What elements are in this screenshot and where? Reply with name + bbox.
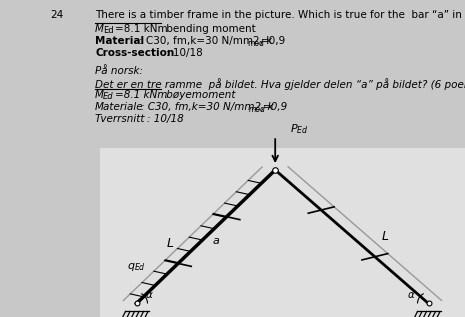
Text: $P_{Ed}$: $P_{Ed}$ (290, 122, 308, 136)
Text: L: L (166, 237, 173, 250)
Text: bending moment: bending moment (163, 24, 256, 34)
Text: : 10/18: : 10/18 (166, 48, 203, 58)
Text: =0,9: =0,9 (261, 36, 286, 46)
Text: $\alpha$: $\alpha$ (406, 290, 415, 301)
Text: 24: 24 (50, 10, 63, 20)
Text: : 10/18: : 10/18 (147, 114, 184, 124)
Text: : C30, fm,k=30 N/mm2, k: : C30, fm,k=30 N/mm2, k (141, 102, 273, 112)
Text: $q_{Ed}$: $q_{Ed}$ (126, 261, 146, 273)
Text: Ed: Ed (103, 26, 113, 35)
Text: a: a (213, 236, 219, 246)
Text: There is a timber frame in the picture. Which is true for the  bar “a” in the pi: There is a timber frame in the picture. … (95, 10, 465, 20)
Text: Ed: Ed (103, 92, 113, 101)
Text: $\alpha$: $\alpha$ (145, 290, 153, 301)
Text: L: L (381, 230, 388, 243)
Text: Det er en tre ramme  på bildet. Hva gjelder delen “a” på bildet? (6 poeng): Det er en tre ramme på bildet. Hva gjeld… (95, 78, 465, 90)
Text: =8.1 kNm: =8.1 kNm (115, 90, 167, 100)
Text: M: M (95, 24, 104, 34)
Text: mod: mod (249, 105, 266, 114)
Text: På norsk:: På norsk: (95, 66, 143, 76)
Text: Materiale: Materiale (95, 102, 144, 112)
Text: =0,9: =0,9 (263, 102, 288, 112)
Text: mod: mod (247, 39, 264, 48)
Text: M: M (95, 90, 104, 100)
Text: Cross-section: Cross-section (95, 48, 174, 58)
Text: Tverrsnitt: Tverrsnitt (95, 114, 146, 124)
Bar (100, 148, 465, 317)
Text: : C30, fm,k=30 N/mm2, k: : C30, fm,k=30 N/mm2, k (139, 36, 272, 46)
Text: bøyemoment: bøyemoment (163, 90, 235, 100)
Text: Material: Material (95, 36, 144, 46)
Text: =8.1 kNm: =8.1 kNm (115, 24, 167, 34)
